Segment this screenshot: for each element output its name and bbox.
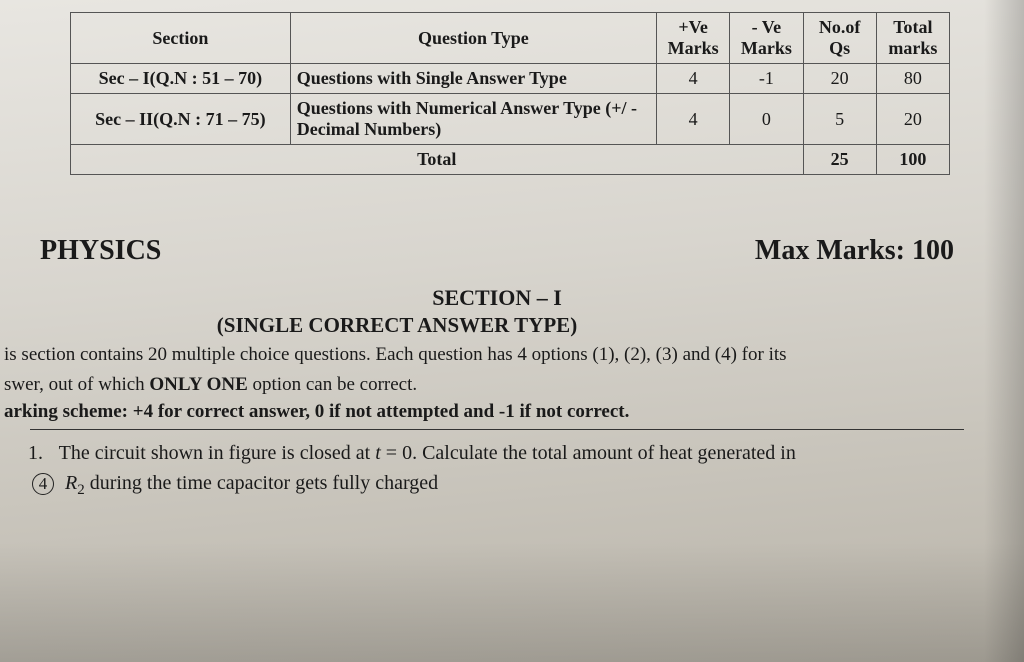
question-1: 1. The circuit shown in figure is closed… (0, 438, 994, 502)
instructions-line-1: is section contains 20 multiple choice q… (0, 342, 994, 368)
col-header-section: Section (71, 13, 291, 64)
instr-2c: option can be correct. (248, 374, 417, 395)
cell-qtype: Questions with Single Answer Type (290, 64, 656, 94)
marking-scheme: arking scheme: +4 for correct answer, 0 … (0, 401, 994, 423)
subject-title: PHYSICS (40, 235, 161, 267)
cell-tot: 80 (876, 64, 949, 94)
col-header-pos: +Ve Marks (657, 13, 730, 64)
cell-total-nq: 25 (803, 145, 876, 175)
section-header: SECTION – I (0, 285, 994, 311)
q1-text-c: during the time capacitor gets fully cha… (85, 472, 438, 494)
cell-neg: -1 (730, 64, 803, 94)
cell-qtype: Questions with Numerical Answer Type (+/… (290, 94, 656, 145)
hdr-pos2: Marks (668, 38, 719, 58)
hdr-tot1: Total (893, 17, 932, 37)
cell-section: Sec – II(Q.N : 71 – 75) (71, 94, 291, 145)
divider-line (30, 429, 964, 430)
hdr-pos1: +Ve (678, 17, 708, 37)
cell-tot: 20 (876, 94, 949, 145)
cell-total-marks: 100 (876, 145, 949, 175)
marks-table: Section Question Type +Ve Marks - Ve Mar… (70, 12, 950, 175)
subject-row: PHYSICS Max Marks: 100 (0, 235, 994, 267)
section-subheader: (SINGLE CORRECT ANSWER TYPE) (0, 313, 994, 338)
cell-nq: 5 (803, 94, 876, 145)
hdr-qtype: Question Type (418, 28, 529, 48)
cell-neg: 0 (730, 94, 803, 145)
table-row: Sec – I(Q.N : 51 – 70) Questions with Si… (71, 64, 950, 94)
option-circle-icon: 4 (32, 473, 54, 495)
col-header-neg: - Ve Marks (730, 13, 803, 64)
col-header-tot: Total marks (876, 13, 949, 64)
table-header-row: Section Question Type +Ve Marks - Ve Mar… (71, 13, 950, 64)
hdr-nq1: No.of (819, 17, 861, 37)
hdr-section: Section (152, 28, 208, 48)
q1-var-r: R (65, 472, 77, 494)
table-total-row: Total 25 100 (71, 145, 950, 175)
instr-2a: swer, out of which (4, 374, 149, 395)
document-page: Section Question Type +Ve Marks - Ve Mar… (0, 0, 1024, 662)
hdr-nq2: Qs (829, 38, 850, 58)
question-number: 1. (28, 438, 54, 468)
photo-shade-bottom (0, 542, 1024, 662)
col-header-nq: No.of Qs (803, 13, 876, 64)
instr-2b: ONLY ONE (149, 374, 247, 395)
instructions-line-2: swer, out of which ONLY ONE option can b… (0, 372, 994, 398)
hdr-neg2: Marks (741, 38, 792, 58)
q1-sub-2: 2 (77, 482, 85, 498)
table-row: Sec – II(Q.N : 71 – 75) Questions with N… (71, 94, 950, 145)
hdr-tot2: marks (888, 38, 937, 58)
cell-pos: 4 (657, 64, 730, 94)
max-marks: Max Marks: 100 (755, 235, 954, 267)
cell-nq: 20 (803, 64, 876, 94)
cell-pos: 4 (657, 94, 730, 145)
hdr-neg1: - Ve (752, 17, 782, 37)
q1-text-b: = 0. Calculate the total amount of heat … (381, 442, 796, 464)
q1-line2: 4 R2 during the time capacitor gets full… (28, 472, 438, 494)
cell-total-label: Total (71, 145, 804, 175)
col-header-qtype: Question Type (290, 13, 656, 64)
q1-text-a: The circuit shown in figure is closed at (59, 442, 376, 464)
cell-section: Sec – I(Q.N : 51 – 70) (71, 64, 291, 94)
